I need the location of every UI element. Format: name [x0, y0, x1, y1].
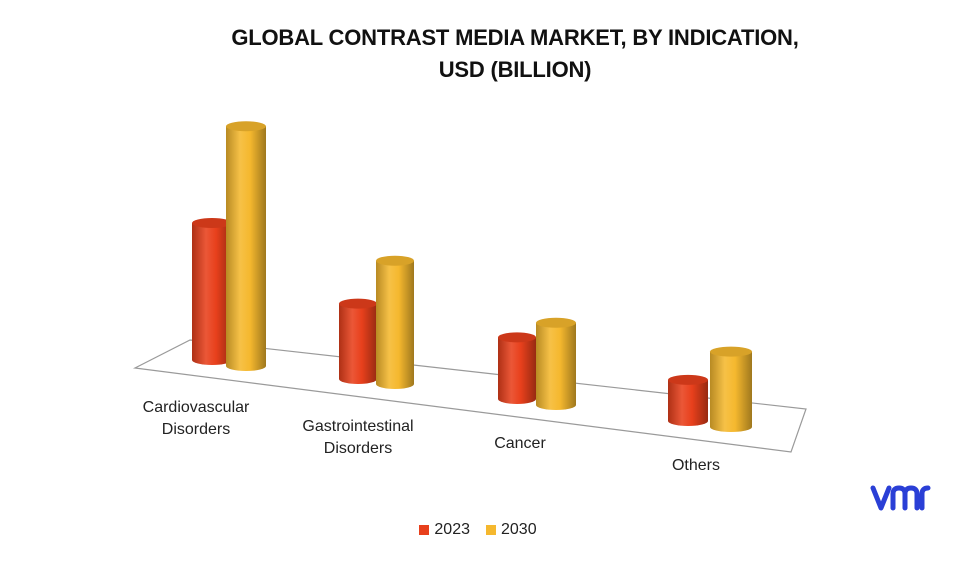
bar-body	[498, 337, 536, 404]
bar-body	[339, 303, 377, 384]
bar-2030-1	[376, 255, 414, 389]
vmr-logo-icon	[870, 485, 931, 511]
category-label-line: Cardiovascular	[143, 399, 250, 416]
bar-top	[668, 374, 708, 385]
category-labels: Cardiovascular Disorders Gastrointestinal D…	[143, 399, 720, 474]
category-label-3: Others	[672, 457, 720, 474]
category-label-line: Others	[672, 457, 720, 474]
legend-swatch-2023	[419, 525, 430, 535]
category-label-1: Gastrointestinal Disorders	[302, 418, 413, 457]
category-label-0: Cardiovascular Disorders	[143, 399, 250, 438]
bar-body	[192, 223, 232, 365]
bar-body	[668, 379, 708, 426]
bar-top	[192, 218, 232, 228]
bar-body	[226, 126, 266, 371]
bar-top	[498, 332, 536, 343]
legend-label-2030: 2030	[501, 521, 537, 538]
chart-title: GLOBAL CONTRAST MEDIA MARKET, BY INDICAT…	[120, 22, 910, 86]
bar-2030-2	[536, 317, 576, 410]
legend-item-2030: 2030	[486, 521, 537, 539]
category-label-line: Gastrointestinal	[302, 418, 413, 435]
legend-item-2023: 2023	[419, 521, 470, 539]
bars-layer	[192, 121, 752, 432]
chart-title-line-2: USD (BILLION)	[438, 57, 592, 82]
legend: 2023 2030	[0, 521, 956, 539]
legend-label-2023: 2023	[434, 521, 470, 538]
bar-top	[536, 317, 576, 328]
bar-top	[339, 298, 377, 309]
bar-2030-3	[710, 346, 752, 432]
bar-2023-0	[192, 218, 232, 365]
category-label-line: Disorders	[324, 440, 392, 457]
bar-body	[710, 351, 752, 432]
bar-top	[376, 255, 414, 266]
bar-2023-3	[668, 374, 708, 426]
category-label-line: Disorders	[162, 421, 230, 438]
category-label-2: Cancer	[494, 435, 546, 452]
bar-body	[376, 260, 414, 389]
category-label-line: Cancer	[494, 435, 546, 452]
chart-title-line-1: GLOBAL CONTRAST MEDIA MARKET, BY INDICAT…	[231, 25, 799, 50]
bar-top	[226, 121, 266, 132]
chart-floor	[132, 339, 807, 453]
bar-2023-1	[339, 298, 377, 384]
bar-top	[710, 346, 752, 357]
bar-2030-0	[226, 121, 266, 371]
legend-swatch-2030	[486, 525, 496, 535]
bar-2023-2	[498, 332, 536, 404]
bar-body	[536, 322, 576, 410]
